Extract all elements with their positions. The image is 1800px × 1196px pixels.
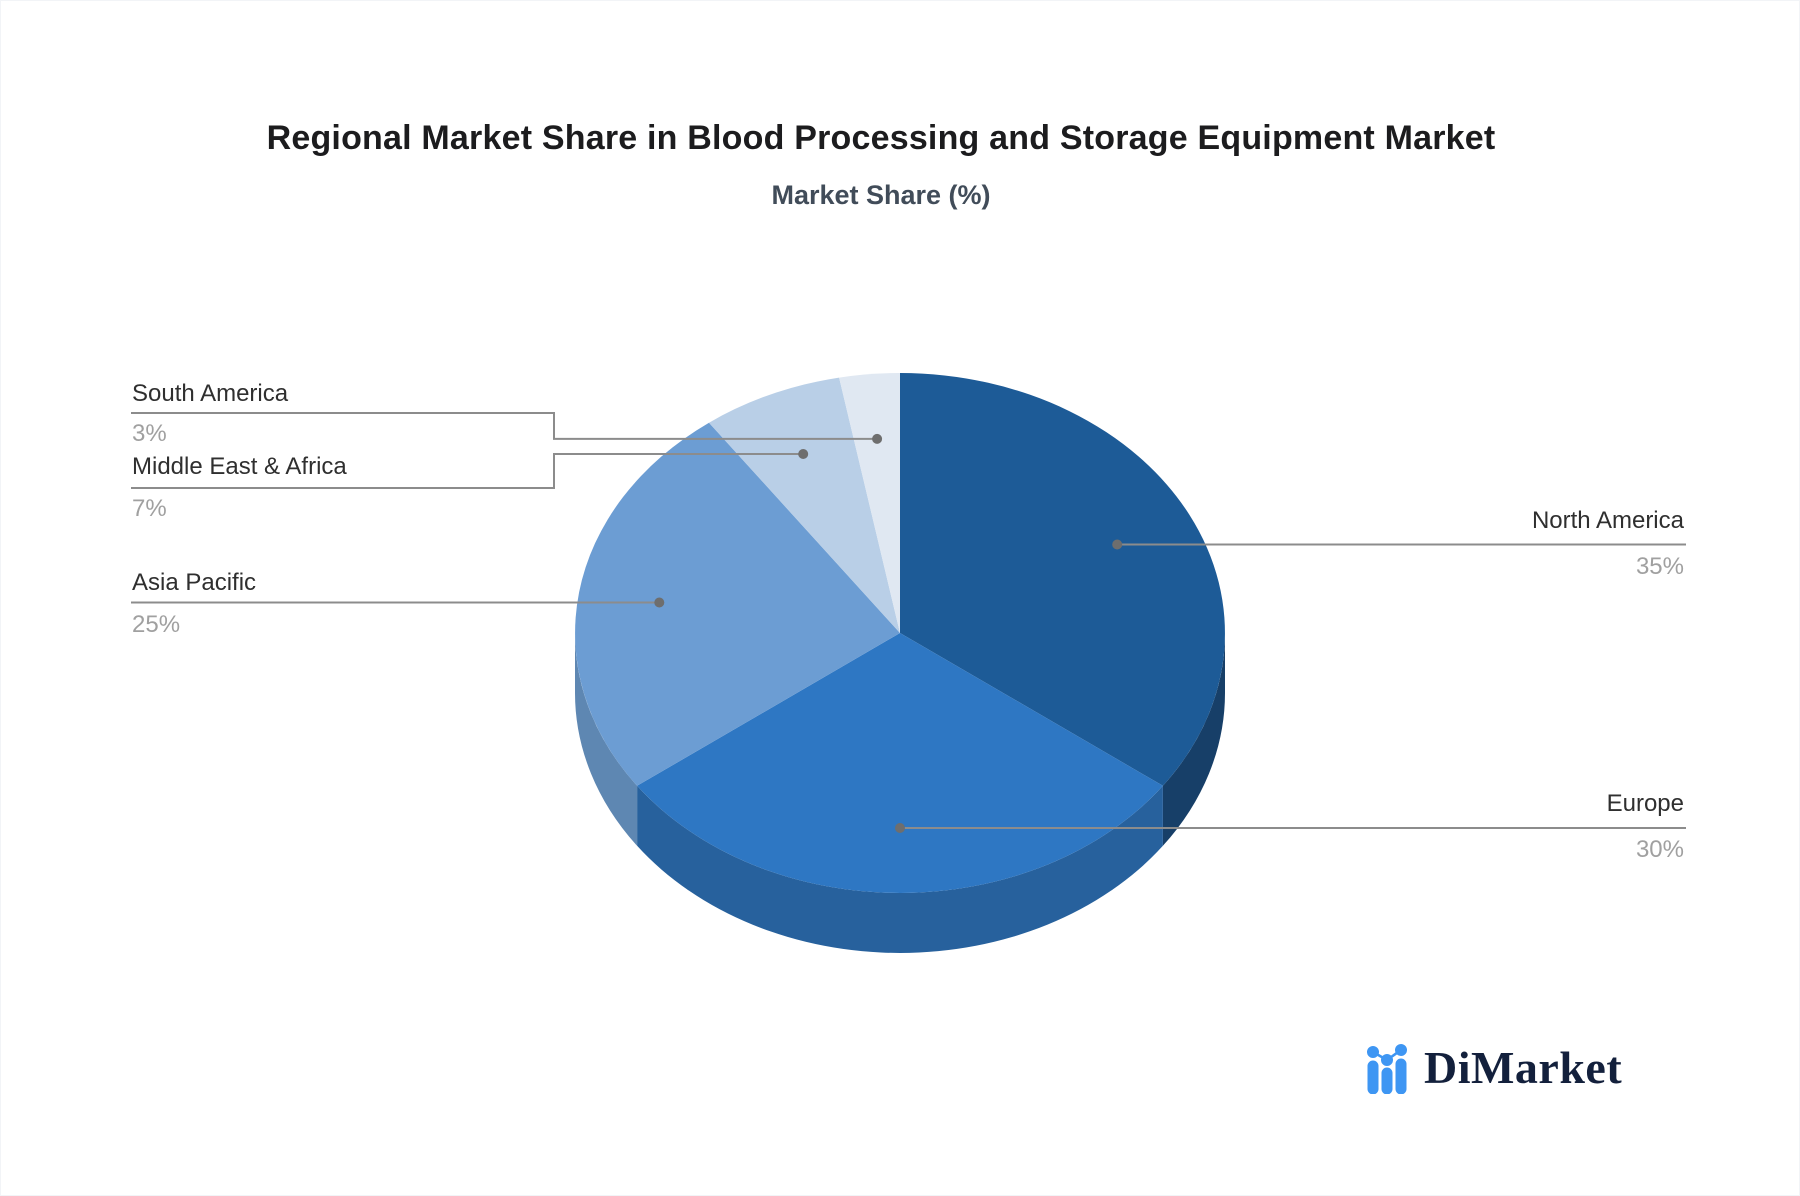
pie-label-north-america: North America bbox=[1531, 507, 1684, 534]
chart-title: Regional Market Share in Blood Processin… bbox=[266, 119, 1496, 157]
pie-value-north-america: 35% bbox=[1635, 553, 1684, 580]
pie-rim-europe bbox=[637, 785, 1163, 953]
pie-value-middle-east-africa: 7% bbox=[132, 495, 167, 522]
pie-rim-north-america bbox=[1162, 633, 1225, 846]
pie-rim-asia-pacific bbox=[575, 633, 638, 846]
pie-slice-asia-pacific[interactable] bbox=[575, 422, 900, 786]
pie-label-europe: Europe bbox=[1606, 790, 1684, 817]
chart-header: Regional Market Share in Blood Processin… bbox=[1, 119, 1761, 211]
pie-value-europe: 30% bbox=[1635, 836, 1684, 863]
pie-slice-middle-east-africa[interactable] bbox=[709, 377, 900, 633]
leader-dot-north-america bbox=[1112, 539, 1123, 550]
brand-logo: DiMarket bbox=[1366, 1041, 1622, 1094]
bar-chart-icon bbox=[1367, 1043, 1407, 1094]
pie-label-middle-east-africa: Middle East & Africa bbox=[132, 453, 347, 480]
leader-dot-south-america bbox=[872, 433, 883, 444]
pie-value-asia-pacific: 25% bbox=[132, 611, 181, 638]
chart-subtitle: Market Share (%) bbox=[771, 180, 991, 210]
pie-label-south-america: South America bbox=[132, 380, 289, 407]
pie-slice-north-america[interactable] bbox=[900, 373, 1225, 786]
pie-value-south-america: 3% bbox=[132, 420, 167, 447]
leader-line-south-america bbox=[131, 412, 878, 440]
leader-line-middle-east-africa bbox=[131, 453, 804, 489]
leader-dot-asia-pacific bbox=[654, 597, 665, 608]
leader-dot-middle-east-africa bbox=[798, 449, 809, 459]
brand-name: DiMarket bbox=[1424, 1042, 1623, 1093]
leader-dot-europe bbox=[895, 823, 905, 833]
pie-label-asia-pacific: Asia Pacific bbox=[132, 569, 257, 596]
